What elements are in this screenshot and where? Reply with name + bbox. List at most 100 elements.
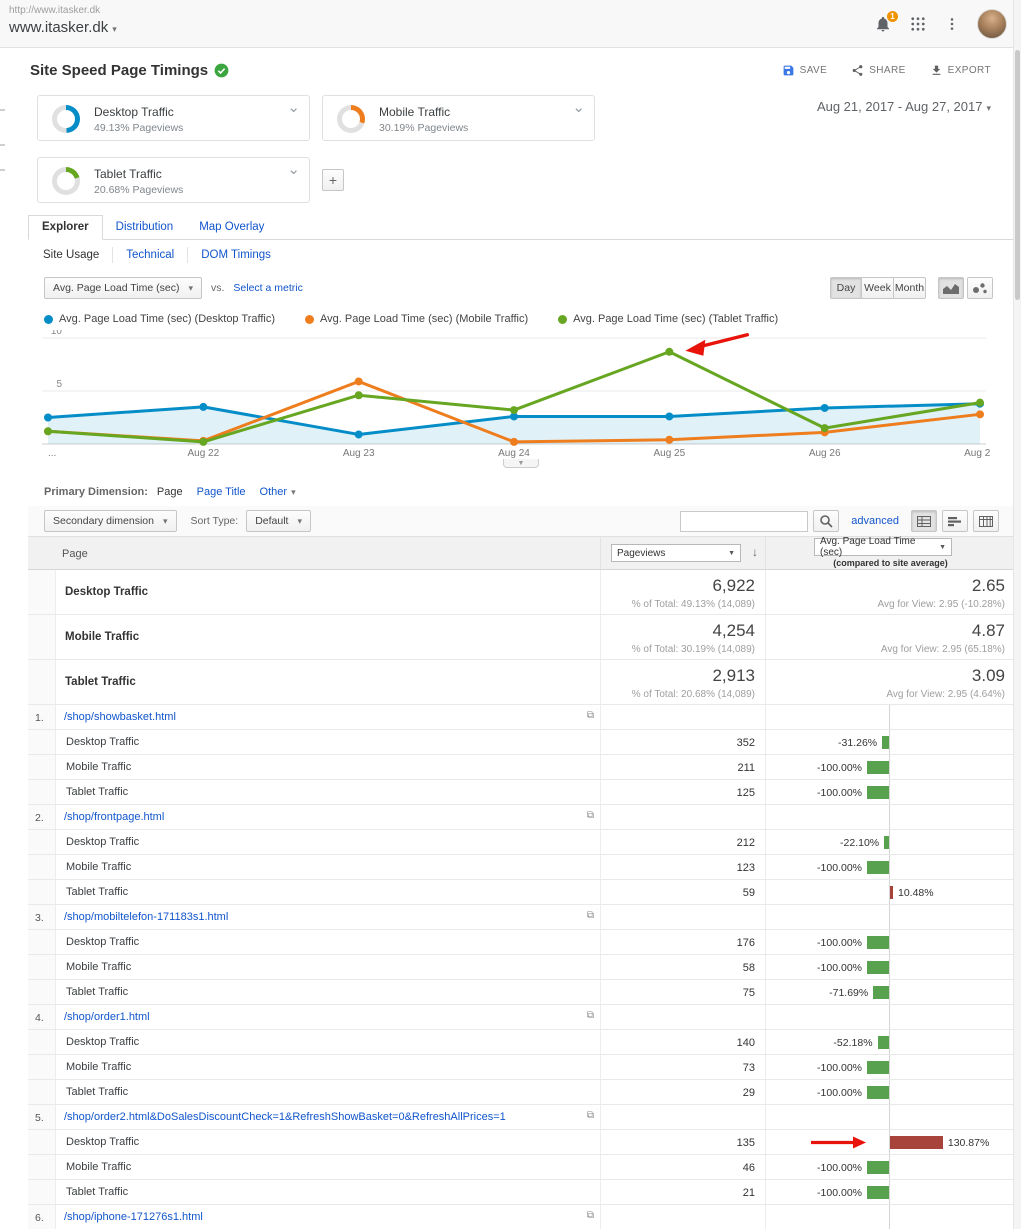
- granularity-week-button[interactable]: Week: [862, 277, 894, 299]
- page-link[interactable]: /shop/frontpage.html: [64, 811, 165, 823]
- more-options-icon[interactable]: [944, 15, 960, 33]
- table-view-icon: [917, 515, 931, 527]
- metric-selector[interactable]: Avg. Page Load Time (sec): [44, 277, 202, 299]
- area-chart-icon: [943, 284, 959, 294]
- metric-column-selector[interactable]: Avg. Page Load Time (sec): [814, 536, 952, 558]
- apps-grid-icon[interactable]: [909, 15, 927, 33]
- x-axis-label: Aug 22: [187, 448, 219, 459]
- pageviews-cell: 75: [600, 980, 765, 1004]
- add-segment-button[interactable]: +: [322, 169, 344, 191]
- tab-explorer[interactable]: Explorer: [28, 215, 103, 240]
- metric-cell: -31.26%: [765, 730, 1015, 754]
- metric-cell: [765, 805, 1015, 829]
- account-selector[interactable]: www.itasker.dk: [9, 19, 117, 36]
- user-avatar[interactable]: [977, 9, 1007, 39]
- row-number-cell: 4.: [28, 1005, 56, 1029]
- chevron-down-icon[interactable]: [287, 160, 300, 178]
- page-cell: /shop/frontpage.html: [56, 805, 600, 829]
- chart-legend: Avg. Page Load Time (sec) (Desktop Traff…: [44, 313, 778, 325]
- page-link[interactable]: /shop/mobiltelefon-171183s1.html: [64, 911, 229, 923]
- search-input[interactable]: [680, 510, 809, 532]
- x-axis-label: Aug 26: [809, 448, 841, 459]
- page-cell: /shop/showbasket.html: [56, 705, 600, 729]
- tab-distribution[interactable]: Distribution: [115, 221, 174, 233]
- save-icon: [783, 65, 794, 76]
- metric-subtext: Avg for View: 2.95 (65.18%): [880, 644, 1005, 655]
- notifications-button[interactable]: 1: [874, 10, 899, 33]
- segment-sub-row: Tablet Traffic 21 -100.00%: [28, 1180, 1015, 1205]
- granularity-day-button[interactable]: Day: [830, 277, 862, 299]
- dimension-other[interactable]: Other: [260, 486, 296, 498]
- scrollbar-thumb[interactable]: [1015, 50, 1020, 300]
- data-point: [354, 391, 363, 400]
- segment-card-tablet[interactable]: Tablet Traffic 20.68% Pageviews: [37, 157, 310, 203]
- external-link-icon[interactable]: [587, 810, 594, 821]
- subtab-technical[interactable]: Technical: [112, 247, 187, 263]
- page-link[interactable]: /shop/order1.html: [64, 1011, 150, 1023]
- metric-cell: -100.00%: [765, 1155, 1015, 1179]
- row-number-cell: [28, 1080, 56, 1104]
- page-link[interactable]: /shop/showbasket.html: [64, 711, 176, 723]
- save-button[interactable]: SAVE: [782, 64, 828, 77]
- sort-direction-icon[interactable]: [752, 545, 758, 559]
- share-button[interactable]: SHARE: [851, 64, 905, 77]
- data-point: [354, 430, 363, 439]
- segment-name: Mobile Traffic: [379, 105, 451, 119]
- comparison-view-button[interactable]: [942, 510, 968, 532]
- page-row: 3. /shop/mobiltelefon-171183s1.html: [28, 905, 1015, 930]
- search-button[interactable]: [813, 510, 840, 532]
- metric-cell: -100.00%: [765, 755, 1015, 779]
- page-link[interactable]: /shop/order2.html&DoSalesDiscountCheck=1…: [64, 1111, 506, 1123]
- page-cell: /shop/order1.html: [56, 1005, 600, 1029]
- row-number-cell: [28, 755, 56, 779]
- comparison-bar: [867, 1161, 889, 1174]
- chart-svg: 5 10... Aug 22 Aug 23 Aug 24 Aug 25 Aug 26 Aug …: [42, 326, 996, 459]
- external-link-icon[interactable]: [587, 1210, 594, 1221]
- chevron-down-icon[interactable]: [287, 98, 300, 116]
- tab-map-overlay[interactable]: Map Overlay: [199, 221, 265, 233]
- external-link-icon[interactable]: [587, 710, 594, 721]
- motion-chart-view-button[interactable]: [967, 277, 993, 299]
- line-chart-view-button[interactable]: [938, 277, 964, 299]
- pivot-view-button[interactable]: [973, 510, 999, 532]
- pageviews-column-selector[interactable]: Pageviews: [611, 544, 741, 562]
- property-url: http://www.itasker.dk: [9, 5, 101, 16]
- sort-type-button[interactable]: Default: [246, 510, 311, 532]
- export-button[interactable]: EXPORT: [930, 64, 991, 77]
- page-link[interactable]: /shop/iphone-171276s1.html: [64, 1211, 203, 1223]
- comparison-label: -100.00%: [817, 937, 862, 949]
- segment-card-mobile[interactable]: Mobile Traffic 30.19% Pageviews: [322, 95, 595, 141]
- segment-sub-row: Tablet Traffic 29 -100.00%: [28, 1080, 1015, 1105]
- row-number-cell: [28, 780, 56, 804]
- scrollbar[interactable]: [1013, 0, 1021, 1229]
- chevron-down-icon[interactable]: [572, 98, 585, 116]
- external-link-icon[interactable]: [587, 1110, 594, 1121]
- page-title: Site Speed Page Timings: [30, 62, 229, 79]
- metric-cell: [765, 1005, 1015, 1029]
- metric-cell: 130.87%: [765, 1130, 1015, 1154]
- row-number-cell: [28, 955, 56, 979]
- summary-row: Mobile Traffic 4,254 % of Total: 30.19% (1…: [28, 615, 1015, 660]
- subtab-dom-timings[interactable]: DOM Timings: [187, 247, 284, 263]
- page-row: 2. /shop/frontpage.html: [28, 805, 1015, 830]
- subtab-site-usage[interactable]: Site Usage: [43, 249, 100, 261]
- table-view-button[interactable]: [911, 510, 937, 532]
- date-range-selector[interactable]: Aug 21, 2017 - Aug 27, 2017: [817, 99, 991, 114]
- advanced-search-link[interactable]: advanced: [851, 515, 899, 527]
- secondary-dimension-button[interactable]: Secondary dimension: [44, 510, 177, 532]
- segment-sub-row: Mobile Traffic 211 -100.00%: [28, 755, 1015, 780]
- annotations-drawer-handle[interactable]: ▼: [503, 459, 539, 468]
- external-link-icon[interactable]: [587, 910, 594, 921]
- select-metric-link[interactable]: Select a metric: [233, 282, 303, 294]
- external-link-icon[interactable]: [587, 1010, 594, 1021]
- metric-cell: [765, 1205, 1015, 1229]
- segment-sub-row: Mobile Traffic 46 -100.00%: [28, 1155, 1015, 1180]
- segment-card-desktop[interactable]: Desktop Traffic 49.13% Pageviews: [37, 95, 310, 141]
- granularity-month-button[interactable]: Month: [894, 277, 926, 299]
- dimension-page-title[interactable]: Page Title: [196, 486, 246, 498]
- dimension-page[interactable]: Page: [156, 486, 183, 498]
- metric-cell: [765, 905, 1015, 929]
- data-point: [510, 437, 518, 446]
- page-row: 5. /shop/order2.html&DoSalesDiscountCheck…: [28, 1105, 1015, 1130]
- segment-subtitle: 20.68% Pageviews: [94, 184, 184, 196]
